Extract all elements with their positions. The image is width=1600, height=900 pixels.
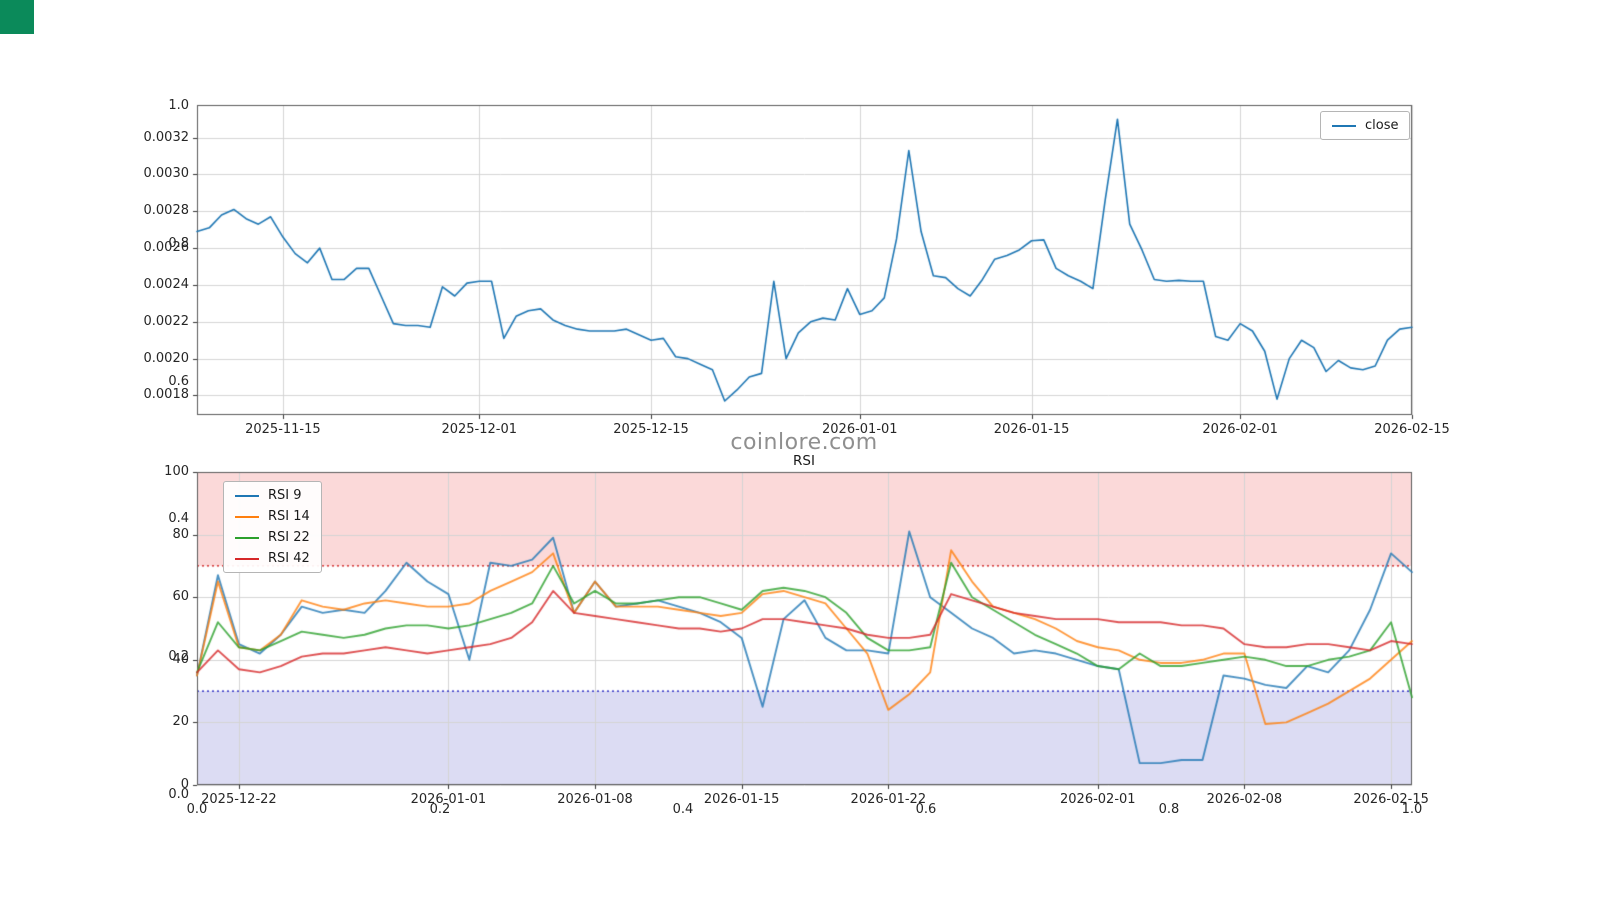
y-tick-label: 80	[172, 526, 189, 542]
overlay-y-tick-label: 0.8	[168, 235, 189, 251]
x-tick-label: 2025-12-15	[613, 422, 689, 437]
y-tick-label: 0.0030	[143, 166, 190, 182]
rsi-legend: RSI 9 RSI 14 RSI 22 RSI 42	[223, 481, 322, 573]
legend-label-rsi14: RSI 14	[268, 509, 310, 524]
overlay-y-tick-label: 0.4	[168, 511, 189, 527]
rsi14-line-swatch	[235, 515, 259, 518]
y-tick-label: 0.0024	[143, 276, 190, 292]
x-tick-label: 2025-12-01	[441, 422, 518, 437]
legend-item-rsi42: RSI 42	[235, 551, 310, 566]
x-tick-label: 2025-11-15	[245, 422, 321, 437]
x-tick-label: 2026-01-01	[822, 422, 898, 437]
overlay-x-tick-label: 0.8	[1158, 802, 1180, 817]
y-tick-label: 0.0020	[143, 350, 190, 366]
overlay-x-tick-label: 0.0	[186, 802, 208, 817]
y-tick-label: 0.0028	[143, 203, 190, 219]
price-legend: close	[1320, 111, 1411, 140]
x-tick-label: 2026-02-15	[1353, 792, 1429, 807]
rsi9-line-swatch	[235, 494, 259, 497]
y-tick-label: 60	[172, 589, 189, 605]
y-tick-label: 0.0032	[143, 129, 190, 145]
x-tick-label: 2026-01-08	[557, 792, 633, 807]
rsi-chart-title: RSI	[793, 453, 815, 469]
x-tick-label: 2026-02-15	[1374, 422, 1450, 437]
overlay-y-tick-label: 0.6	[168, 373, 189, 389]
watermark: coinlore.com	[730, 430, 878, 455]
overlay-x-tick-label: 1.0	[1401, 802, 1423, 817]
y-tick-label: 0.0018	[143, 387, 190, 403]
legend-label-rsi22: RSI 22	[268, 530, 310, 545]
overlay-y-tick-label: 1.0	[168, 98, 189, 113]
overlay-y-tick-label: 0.2	[168, 649, 189, 665]
y-tick-label: 0	[180, 777, 189, 792]
x-tick-label: 2026-01-01	[410, 792, 487, 807]
legend-item-rsi22: RSI 22	[235, 530, 310, 545]
y-tick-label: 0.0022	[143, 313, 190, 329]
y-tick-label: 0.0026	[143, 240, 190, 256]
x-tick-label: 2025-12-22	[201, 792, 277, 807]
legend-item-rsi9: RSI 9	[235, 488, 310, 503]
legend-item-close: close	[1332, 118, 1398, 133]
overlay-x-tick-label: 0.2	[429, 802, 451, 817]
close-line-swatch	[1332, 124, 1356, 127]
legend-item-rsi14: RSI 14	[235, 509, 310, 524]
legend-label-close: close	[1365, 118, 1399, 133]
y-tick-label: 100	[164, 464, 189, 479]
legend-label-rsi42: RSI 42	[268, 551, 310, 566]
x-tick-label: 2026-01-22	[850, 792, 927, 807]
y-tick-label: 20	[172, 714, 189, 730]
overlay-x-tick-label: 0.4	[672, 802, 694, 817]
x-tick-label: 2026-01-15	[993, 422, 1070, 437]
rsi22-line-swatch	[235, 536, 259, 539]
rsi42-line-swatch	[235, 557, 259, 560]
x-tick-label: 2026-02-01	[1202, 422, 1278, 437]
x-tick-label: 2026-02-08	[1206, 792, 1283, 807]
overlay-x-tick-label: 0.6	[915, 802, 937, 817]
x-tick-label: 2026-02-01	[1060, 792, 1136, 807]
y-tick-label: 40	[172, 651, 189, 667]
overlay-y-tick-label: 0.0	[168, 787, 189, 802]
x-tick-label: 2026-01-15	[703, 792, 780, 807]
legend-label-rsi9: RSI 9	[268, 488, 302, 503]
